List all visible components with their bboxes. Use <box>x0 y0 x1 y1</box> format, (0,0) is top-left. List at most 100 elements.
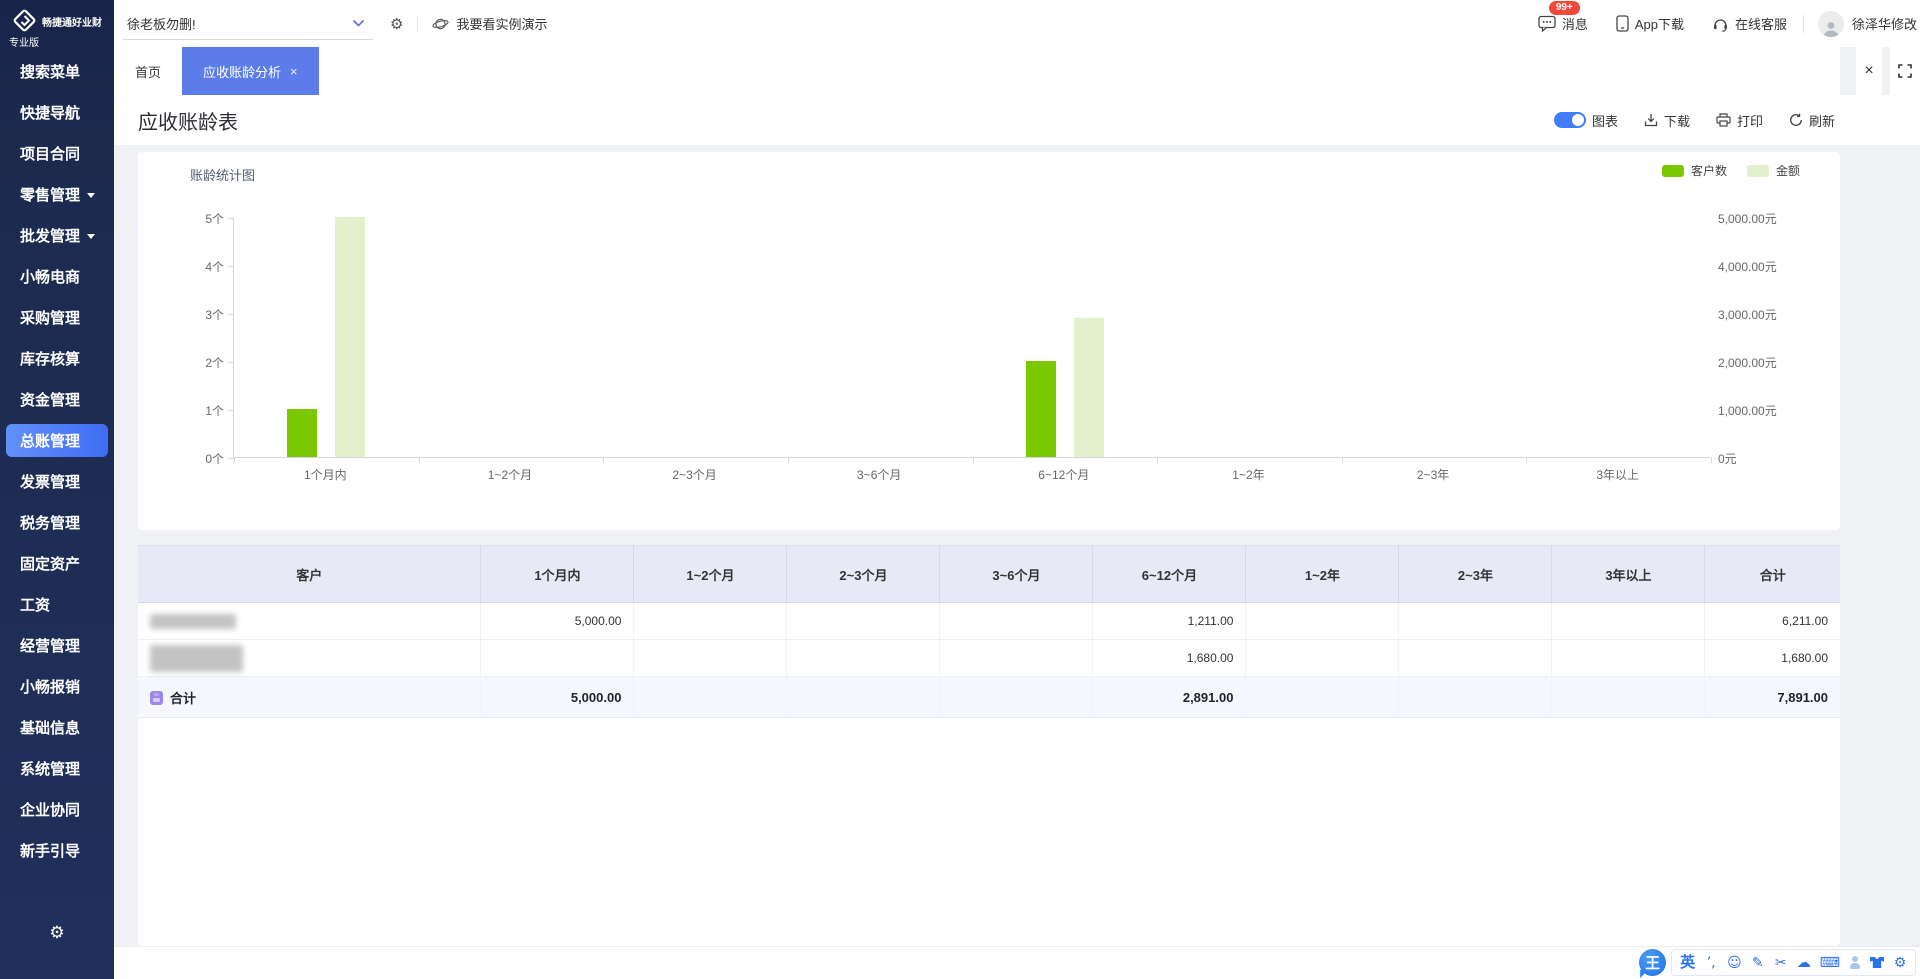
company-selector[interactable]: 徐老板勿删! <box>123 8 373 40</box>
column-header: 3年以上 <box>1551 545 1706 603</box>
y-axis-label-right: 3,000.00元 <box>1718 308 1777 322</box>
x-axis-tick <box>1157 457 1159 463</box>
user-menu[interactable]: 徐泽华修改 <box>1817 10 1917 37</box>
sidebar-item-label: 系统管理 <box>20 761 81 778</box>
sidebar-menu: 搜索菜单快捷导航项目合同 零售管理批发管理小畅电商采购管理 库存核算 资金管理总账管理… <box>0 51 114 871</box>
sidebar-item-税务管理[interactable]: 税务管理 <box>0 502 114 543</box>
sidebar-item-label: 经营管理 <box>20 638 81 655</box>
sidebar-item-label: 批发管理 <box>20 228 81 245</box>
demo-link[interactable]: 我要看实例演示 <box>432 14 547 33</box>
legend-swatch <box>1661 164 1684 177</box>
emoji-picker-icon[interactable]: ☺ <box>1727 954 1742 971</box>
column-header: 2~3个月 <box>786 545 941 603</box>
virtual-keyboard-icon[interactable]: ⌨ <box>1819 954 1840 971</box>
total-amount-cell <box>633 676 788 718</box>
screenshot-scissors-icon[interactable]: ✂ <box>1774 954 1787 971</box>
customer-name-blurred <box>150 644 243 672</box>
tab-bar: 首页 应收账龄分析 × × <box>114 47 1920 95</box>
ime-logo[interactable]: 王 <box>1639 949 1667 976</box>
sidebar-item-项目合同[interactable]: 项目合同 <box>0 133 114 174</box>
tab-应收账龄分析[interactable]: 应收账龄分析 × <box>182 47 319 95</box>
x-axis-label: 3~6个月 <box>857 468 902 482</box>
sidebar-item-零售管理[interactable]: 零售管理 <box>0 174 114 215</box>
sidebar-item-label: 快捷导航 <box>20 105 81 122</box>
chart-toggle[interactable]: 图表 <box>1553 111 1618 130</box>
legend-item-客户数[interactable]: 客户数 <box>1661 162 1727 179</box>
legend-label: 客户数 <box>1690 164 1727 178</box>
tab-label: 应收账龄分析 <box>203 64 282 80</box>
sidebar-item-批发管理[interactable]: 批发管理 <box>0 215 114 256</box>
cloud-sync-icon[interactable]: ☁ <box>1796 954 1811 971</box>
company-selector-value: 徐老板勿删! <box>127 16 196 32</box>
sidebar-item-资金管理[interactable]: 资金管理 <box>0 379 114 420</box>
y-axis-label-left: 5个 <box>205 212 224 226</box>
settings-gear-icon[interactable]: ⚙ <box>390 14 404 33</box>
amount-cell <box>786 639 941 677</box>
print-button[interactable]: 打印 <box>1716 111 1763 130</box>
user-profile-icon[interactable] <box>1849 956 1861 969</box>
lang-mode-icon[interactable]: 英 <box>1680 954 1696 971</box>
x-axis-label: 3年以上 <box>1596 468 1640 482</box>
y-axis-tick <box>228 458 234 459</box>
table-body: 5,000.00 1,211.00 6,211.00 1,680.00 1,680.00… <box>138 602 1840 718</box>
sidebar-item-固定资产[interactable]: 固定资产 <box>0 543 114 584</box>
sidebar-item-经营管理[interactable]: 经营管理 <box>0 625 114 666</box>
sidebar-item-总账管理[interactable]: 总账管理 <box>6 424 108 457</box>
refresh-button[interactable]: 刷新 <box>1789 111 1835 130</box>
amount-cell <box>633 639 788 677</box>
sidebar-item-基础信息[interactable]: 基础信息 <box>0 707 114 748</box>
sidebar-settings-gear-icon[interactable]: ⚙ <box>49 923 65 943</box>
y-axis-tick <box>228 218 234 219</box>
customer-name-blurred <box>150 613 236 629</box>
sidebar-item-库存核算[interactable]: 库存核算 <box>0 338 114 379</box>
close-all-tabs-icon[interactable]: × <box>1856 47 1882 95</box>
total-amount-cell: 7,891.00 <box>1704 676 1840 718</box>
legend-item-金额[interactable]: 金额 <box>1746 162 1800 179</box>
sidebar-item-新手引导[interactable]: 新手引导 <box>0 830 114 871</box>
total-label: 合计 <box>170 690 197 706</box>
y-axis-label-right: 5,000.00元 <box>1718 212 1777 226</box>
sidebar-item-label: 工资 <box>20 597 51 614</box>
column-header: 1~2年 <box>1245 545 1400 603</box>
tab-close-icon[interactable]: × <box>290 63 298 79</box>
download-button[interactable]: 下载 <box>1644 111 1690 130</box>
x-axis-label: 2~3年 <box>1416 468 1450 482</box>
skin-theme-icon[interactable] <box>1870 957 1884 968</box>
y-axis-label-right: 2,000.00元 <box>1718 356 1777 370</box>
column-header: 1个月内 <box>480 545 635 603</box>
tab-首页[interactable]: 首页 <box>114 47 182 95</box>
y-axis-label-left: 3个 <box>205 308 224 322</box>
content-area: 账龄统计图 客户数 金额 5个 4个 3个 2个 1个 0个 5,000.00元 4,000.… <box>114 145 1920 946</box>
toggle-switch[interactable] <box>1553 112 1586 128</box>
sidebar-item-label: 小畅电商 <box>20 269 81 286</box>
sidebar-item-小畅电商[interactable]: 小畅电商 <box>0 256 114 297</box>
sidebar-item-label: 小畅报销 <box>20 679 81 696</box>
sidebar-item-采购管理[interactable]: 采购管理 <box>0 297 114 338</box>
y-axis-tick <box>228 362 234 363</box>
punctuation-mode-icon[interactable]: ’, <box>1706 954 1716 971</box>
sidebar-item-快捷导航[interactable]: 快捷导航 <box>0 92 114 133</box>
x-axis-tick <box>1711 457 1712 463</box>
app-download-button[interactable]: App下载 <box>1616 14 1684 33</box>
online-support-button[interactable]: 在线客服 <box>1712 14 1787 33</box>
sidebar-item-工资[interactable]: 工资 <box>0 584 114 625</box>
table-row[interactable]: 1,680.00 1,680.00 <box>138 639 1840 677</box>
topbar: 徐老板勿删! ⚙ 我要看实例演示 消息 99+ <box>114 0 1920 47</box>
amount-cell <box>633 602 788 640</box>
handwriting-icon[interactable]: ✎ <box>1751 954 1764 971</box>
ime-settings-icon[interactable]: ⚙ <box>1893 954 1907 971</box>
sidebar-item-发票管理[interactable]: 发票管理 <box>0 461 114 502</box>
divider <box>417 15 419 32</box>
sidebar-item-系统管理[interactable]: 系统管理 <box>0 748 114 789</box>
amount-cell: 1,680.00 <box>1092 639 1247 677</box>
table-row[interactable]: 5,000.00 1,211.00 6,211.00 <box>138 602 1840 640</box>
messages-button[interactable]: 消息 99+ <box>1538 1 1588 33</box>
fullscreen-icon[interactable] <box>1890 47 1920 95</box>
sidebar-item-搜索菜单[interactable]: 搜索菜单 <box>0 51 114 92</box>
sidebar-item-小畅报销[interactable]: 小畅报销 <box>0 666 114 707</box>
aging-table: 客户 1个月内 1~2个月 2~3个月 3~6个月 6~12个月 1~2年 2~3年 3年以上合… <box>138 545 1840 718</box>
amount-cell <box>1245 602 1400 640</box>
sidebar-item-企业协同[interactable]: 企业协同 <box>0 789 114 830</box>
total-label-cell: 合计 <box>138 676 482 718</box>
sidebar-item-label: 固定资产 <box>20 556 81 573</box>
